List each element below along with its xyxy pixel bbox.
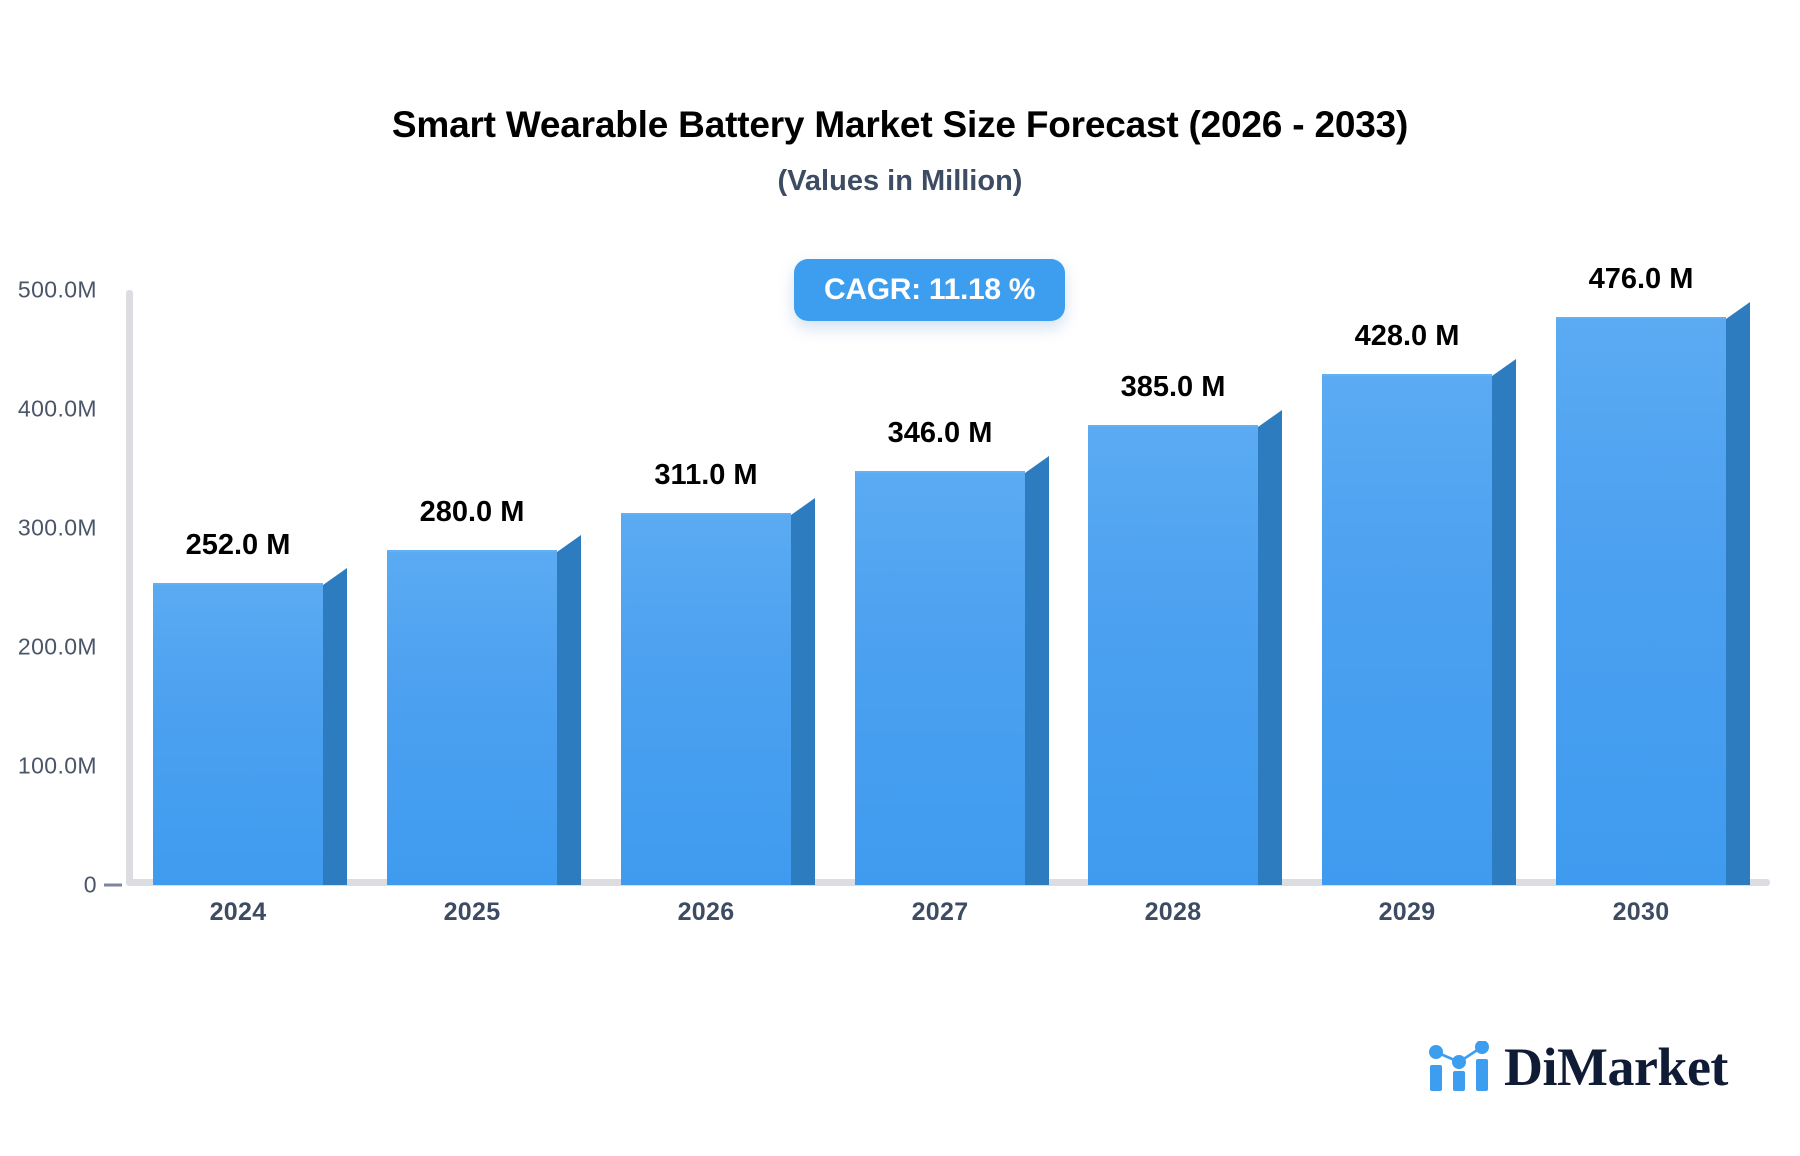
logo-text: DiMarket xyxy=(1504,1037,1728,1097)
x-axis-tick-label: 2027 xyxy=(911,898,969,926)
bar-2029[interactable] xyxy=(1322,359,1516,885)
x-axis-tick-label: 2028 xyxy=(1144,898,1202,926)
bar-front-face xyxy=(1556,317,1726,885)
y-axis-tick-label: 100.0M xyxy=(17,752,97,779)
y-axis-line xyxy=(126,290,133,885)
bar-top-bevel xyxy=(1492,359,1516,376)
y-axis-tick-label: 300.0M xyxy=(17,514,97,541)
bar-front-face xyxy=(855,471,1025,885)
y-axis-tick-label: 200.0M xyxy=(17,633,97,660)
bar-front-face xyxy=(153,583,323,885)
chart-subtitle: (Values in Million) xyxy=(777,165,1023,197)
bar-value-label: 280.0 M xyxy=(419,495,525,528)
bar-value-label: 311.0 M xyxy=(654,458,758,491)
x-axis-tick-label: 2030 xyxy=(1612,898,1670,926)
bar-front-face xyxy=(1322,374,1492,885)
bar-value-label: 428.0 M xyxy=(1354,319,1460,352)
bar-2028[interactable] xyxy=(1088,410,1282,885)
bar-top-bevel xyxy=(557,535,581,552)
y-axis-tick-label: 0 xyxy=(83,871,97,898)
bar-top-bevel xyxy=(1258,410,1282,427)
x-axis-tick-label: 2025 xyxy=(443,898,501,926)
bar-2030[interactable] xyxy=(1556,302,1750,885)
bar-side-face xyxy=(1492,376,1516,885)
bar-2025[interactable] xyxy=(387,535,581,885)
bar-side-face xyxy=(1726,319,1750,885)
bar-top-bevel xyxy=(1726,302,1750,319)
bar-side-face xyxy=(1258,427,1282,885)
chart-title: Smart Wearable Battery Market Size Forec… xyxy=(391,104,1409,145)
y-axis-tick-label: 500.0M xyxy=(17,276,97,303)
x-axis-tick-label: 2029 xyxy=(1378,898,1436,926)
bar-top-bevel xyxy=(791,498,815,515)
bar-value-label: 252.0 M xyxy=(185,529,291,562)
cagr-badge: CAGR: 11.18 % xyxy=(794,259,1066,321)
bar-top-bevel xyxy=(323,568,347,585)
x-axis-tick-label: 2026 xyxy=(677,898,735,926)
bar-front-face xyxy=(1088,425,1258,885)
dimarket-logo: DiMarket xyxy=(1428,1040,1728,1094)
bar-value-label: 476.0 M xyxy=(1588,262,1694,295)
bar-value-label: 385.0 M xyxy=(1120,370,1226,403)
bar-2024[interactable] xyxy=(153,568,347,885)
bar-chart-dots-icon xyxy=(1428,1041,1490,1093)
bar-2026[interactable] xyxy=(621,498,815,885)
y-axis-tick-label: 400.0M xyxy=(17,395,97,422)
bar-front-face xyxy=(621,513,791,885)
x-axis-tick-label: 2024 xyxy=(209,898,267,926)
bar-side-face xyxy=(323,585,347,885)
bar-top-bevel xyxy=(1025,456,1049,473)
bar-2027[interactable] xyxy=(855,456,1049,885)
bar-front-face xyxy=(387,550,557,885)
bar-value-label: 346.0 M xyxy=(887,417,993,450)
bar-side-face xyxy=(1025,473,1049,885)
y-axis-tick-mark xyxy=(104,883,122,887)
bar-side-face xyxy=(557,552,581,885)
bar-side-face xyxy=(791,515,815,885)
